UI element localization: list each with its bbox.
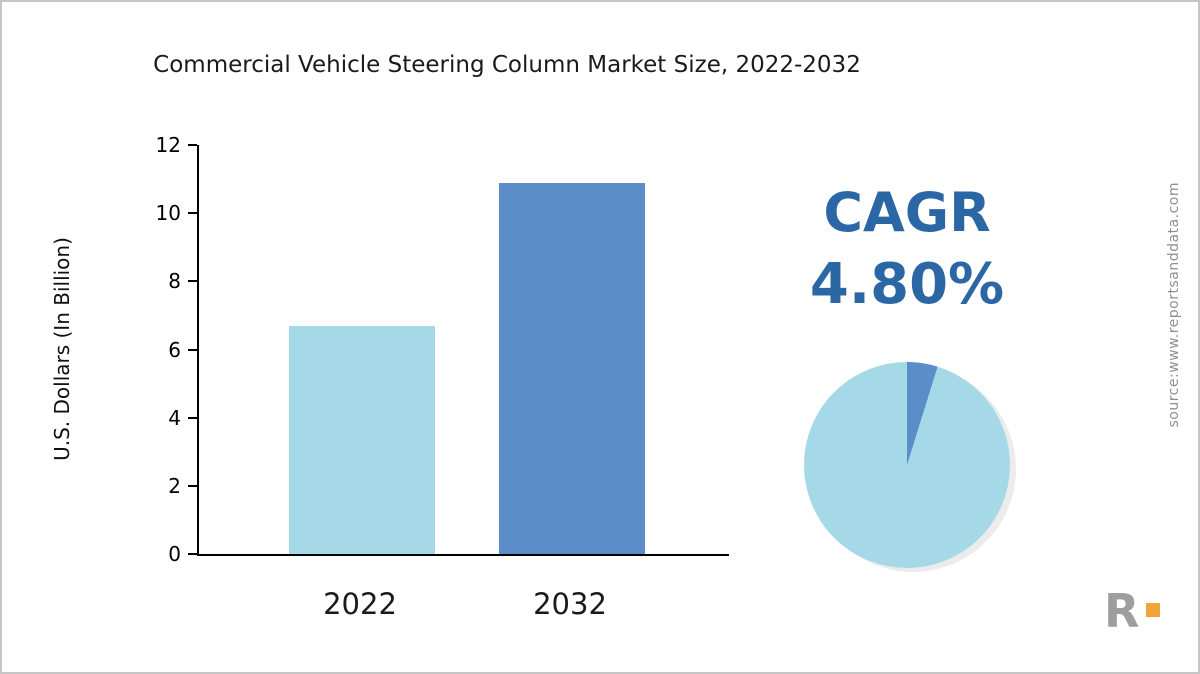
y-tick [188, 484, 197, 487]
bar-2032 [499, 182, 645, 554]
y-tick [188, 416, 197, 419]
y-tick-label: 10 [155, 201, 181, 226]
x-tick-label: 2032 [533, 587, 607, 621]
bar-2022 [289, 325, 435, 554]
y-tick [188, 348, 197, 351]
y-tick-label: 12 [155, 133, 181, 157]
y-tick [188, 280, 197, 283]
y-tick [188, 212, 197, 215]
plot-area: 0 2 4 6 8 10 12 [156, 135, 729, 564]
chart-title: Commercial Vehicle Steering Column Marke… [153, 52, 861, 78]
logo-dot-icon [1146, 603, 1160, 617]
y-tick-label: 2 [168, 473, 181, 498]
y-tick [188, 144, 197, 146]
source-text: source:www.reportsanddata.com [1166, 182, 1182, 428]
y-tick-label: 0 [168, 542, 181, 566]
x-labels: 2022 2032 [2, 587, 1198, 627]
y-tick-label: 8 [168, 269, 181, 294]
cagr-label: CAGR [823, 181, 991, 244]
pie-chart [804, 362, 1010, 568]
cagr-value: 4.80% [809, 251, 1005, 317]
x-tick-label: 2022 [323, 587, 397, 621]
brand-logo: R [1104, 588, 1164, 634]
y-tick [188, 553, 197, 555]
y-tick-label: 6 [168, 337, 181, 362]
logo-letter: R [1104, 584, 1140, 638]
cagr-block: CAGR 4.80% [797, 181, 1017, 317]
y-tick-label: 4 [168, 405, 181, 430]
